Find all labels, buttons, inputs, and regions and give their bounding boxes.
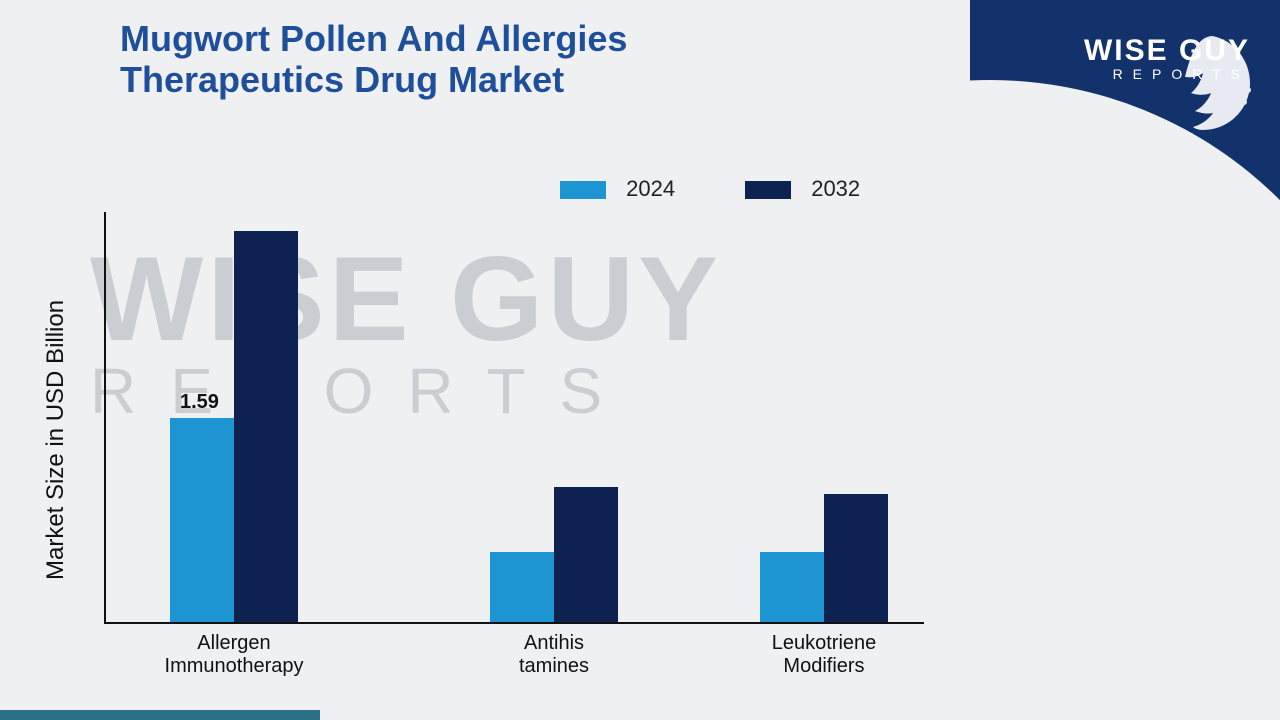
x-axis-line [104, 622, 924, 624]
legend-swatch-2024 [560, 181, 606, 199]
legend-swatch-2032 [745, 181, 791, 199]
bar [170, 418, 234, 622]
x-axis-tick-label: AllergenImmunotherapy [144, 632, 324, 678]
brand-logo: WISE GUY REPORTS [1084, 34, 1250, 82]
x-axis-tick-label: LeukotrieneModifiers [734, 632, 914, 678]
chart-title: Mugwort Pollen And Allergies Therapeutic… [120, 18, 740, 101]
y-axis-label: Market Size in USD Billion [42, 300, 70, 580]
bar [234, 231, 298, 622]
legend-item-2032: 2032 [745, 176, 860, 202]
logo-line1: WISE GUY [1084, 34, 1250, 68]
bar [824, 494, 888, 622]
legend-label-2032: 2032 [811, 176, 860, 201]
bar [760, 552, 824, 622]
data-label: 1.59 [180, 391, 219, 414]
legend-item-2024: 2024 [560, 176, 675, 202]
plot-area: 1.59 [104, 212, 924, 622]
chart-stage: WISE GUY REPORTS WISE GUY REPORTS Mugwor… [0, 0, 1280, 720]
logo-line2: REPORTS [1084, 66, 1250, 82]
bar [554, 487, 618, 622]
footer-accent-bar [0, 710, 320, 720]
bar [490, 552, 554, 622]
legend-label-2024: 2024 [626, 176, 675, 201]
legend: 2024 2032 [560, 176, 860, 202]
x-axis-tick-label: Antihistamines [464, 632, 644, 678]
